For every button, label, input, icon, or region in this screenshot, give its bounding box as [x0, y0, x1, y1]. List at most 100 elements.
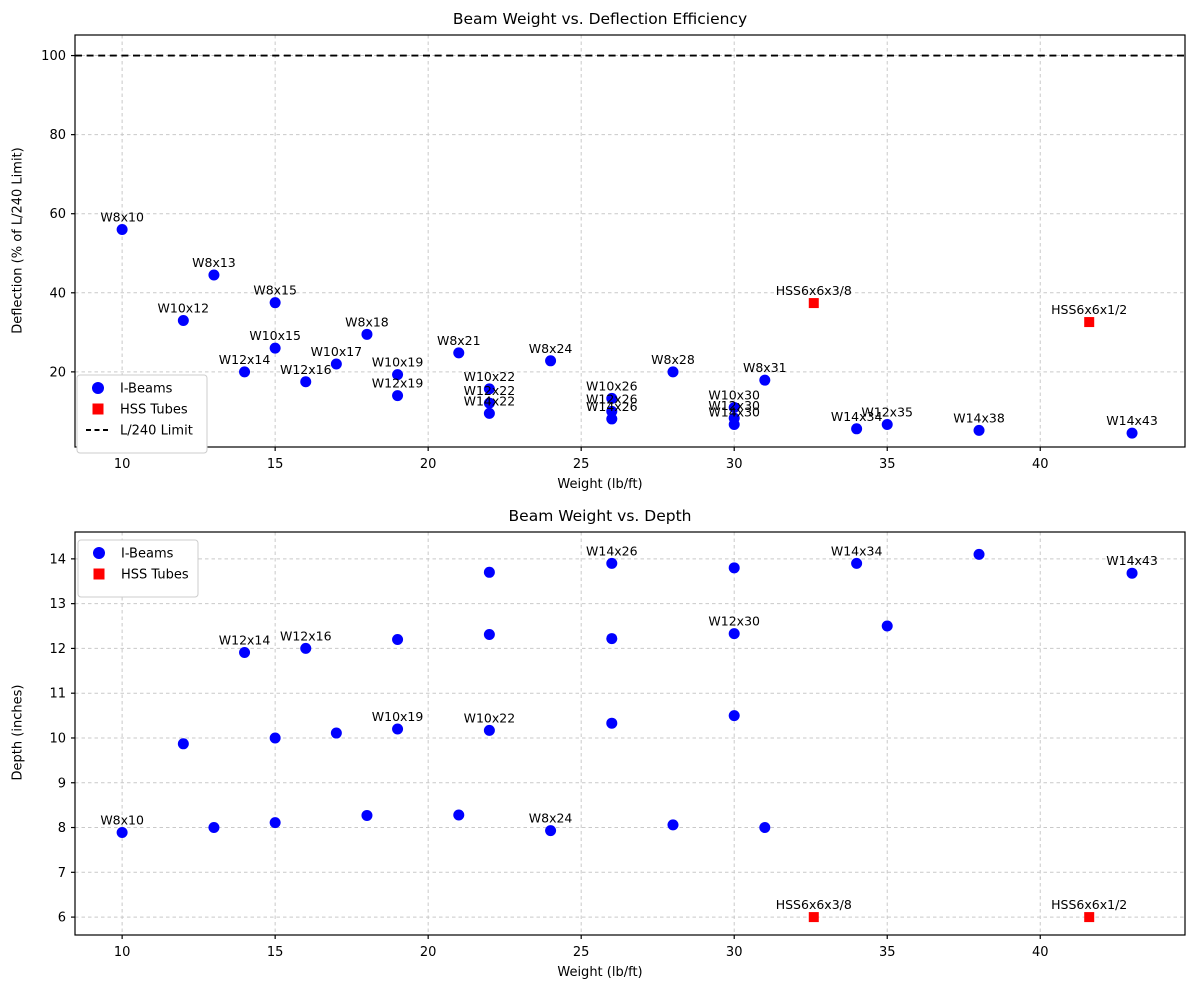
point-label-W8x24: W8x24 [529, 811, 573, 826]
data-point-W14x34 [851, 423, 863, 435]
point-label-W8x24: W8x24 [529, 341, 573, 356]
data-point-W14x26 [606, 557, 618, 569]
data-point-W12x35 [881, 620, 893, 632]
data-point-W8x18 [361, 809, 373, 821]
data-point-W12x16 [300, 642, 312, 654]
data-point-W8x10 [116, 224, 128, 236]
bottom-x-axis-label: Weight (lb/ft) [557, 965, 643, 980]
data-point-W8x28 [667, 366, 679, 378]
point-label-W10x19: W10x19 [372, 709, 424, 724]
data-point-W12x16 [300, 376, 312, 388]
legend-circle-marker-icon [93, 547, 105, 559]
y-tick-label: 7 [58, 866, 66, 881]
legend-label-HSS Tubes: HSS Tubes [121, 568, 189, 583]
data-point-W10x17 [330, 727, 342, 739]
x-tick-label: 30 [726, 457, 743, 472]
data-point-W14x26 [606, 413, 618, 425]
y-tick-label: 6 [58, 911, 66, 926]
legend-label-L/240 Limit: L/240 Limit [120, 424, 193, 439]
data-point-W8x31 [759, 822, 771, 834]
data-point-W12x35 [881, 418, 893, 430]
top-x-axis-label: Weight (lb/ft) [557, 477, 643, 492]
legend-square-marker-icon [92, 403, 104, 415]
point-label-W12x22: W12x22 [464, 383, 516, 398]
y-tick-label: 10 [49, 731, 66, 746]
plot-border [74, 531, 1186, 936]
legend-box [76, 374, 208, 454]
point-label-W8x31: W8x31 [743, 360, 787, 375]
point-label-W10x22: W10x22 [464, 369, 516, 384]
top-chart-title: Beam Weight vs. Deflection Efficiency [452, 10, 748, 28]
x-tick-label: 25 [573, 945, 590, 960]
data-point-W8x15 [269, 817, 281, 829]
data-point-W14x30 [728, 562, 740, 574]
data-point-W14x38 [973, 424, 985, 436]
data-point-W8x21 [453, 347, 465, 359]
point-label-W10x17: W10x17 [311, 344, 363, 359]
x-tick-label: 35 [879, 457, 896, 472]
data-point-W12x14 [239, 646, 251, 658]
data-point-W10x12 [177, 738, 189, 750]
y-tick-label: 60 [49, 207, 66, 222]
data-point-HSS6x6x1/2 [1084, 912, 1095, 923]
data-point-W8x21 [453, 809, 465, 821]
data-point-W14x43 [1126, 567, 1138, 579]
point-label-W14x43: W14x43 [1106, 413, 1158, 428]
data-point-HSS6x6x3/8 [808, 912, 819, 923]
data-point-W8x18 [361, 328, 373, 340]
data-point-W14x38 [973, 548, 985, 560]
data-point-W10x15 [269, 732, 281, 744]
data-point-W12x19 [392, 390, 404, 402]
point-label-W10x22: W10x22 [464, 710, 516, 725]
point-label-W10x30: W10x30 [708, 387, 760, 402]
x-tick-label: 25 [573, 457, 590, 472]
data-point-W8x28 [667, 819, 679, 831]
x-tick-label: 15 [267, 457, 284, 472]
point-label-W10x12: W10x12 [158, 300, 210, 315]
data-point-W8x31 [759, 374, 771, 386]
data-point-W10x26 [606, 717, 618, 729]
legend-label-I-Beams: I-Beams [120, 382, 173, 397]
legend-circle-marker-icon [92, 382, 104, 394]
point-label-W8x28: W8x28 [651, 352, 695, 367]
point-label-W10x19: W10x19 [372, 355, 424, 370]
point-label-HSS6x6x3/8: HSS6x6x3/8 [776, 897, 852, 912]
y-tick-label: 13 [49, 597, 66, 612]
data-point-W10x19 [392, 369, 404, 381]
data-point-W10x30 [728, 401, 740, 413]
point-label-W12x14: W12x14 [219, 632, 271, 647]
point-label-W8x21: W8x21 [437, 333, 481, 348]
y-tick-label: 8 [58, 821, 66, 836]
data-point-W8x15 [269, 297, 281, 309]
y-tick-label: 12 [49, 642, 66, 657]
y-tick-label: 20 [49, 365, 66, 380]
point-label-W14x26: W14x26 [586, 399, 638, 414]
data-point-W8x13 [208, 822, 220, 834]
data-point-W12x22 [483, 397, 495, 409]
data-point-W8x10 [116, 826, 128, 838]
y-tick-label: 40 [49, 286, 66, 301]
point-label-W8x18: W8x18 [345, 314, 389, 329]
x-tick-label: 15 [267, 945, 284, 960]
point-label-W8x13: W8x13 [192, 255, 236, 270]
data-point-W10x17 [330, 358, 342, 370]
bottom-chart-title: Beam Weight vs. Depth [508, 507, 692, 525]
data-point-W10x22 [483, 724, 495, 736]
point-label-W8x10: W8x10 [100, 210, 144, 225]
data-point-W14x43 [1126, 427, 1138, 439]
point-label-W8x10: W8x10 [100, 812, 144, 827]
data-point-W14x22 [483, 566, 495, 578]
point-label-W8x15: W8x15 [253, 283, 297, 298]
point-label-W10x15: W10x15 [249, 328, 301, 343]
data-point-HSS6x6x3/8 [808, 298, 819, 309]
x-tick-label: 30 [726, 945, 743, 960]
x-tick-label: 40 [1032, 457, 1049, 472]
data-point-W12x26 [606, 633, 618, 645]
data-point-W12x22 [483, 629, 495, 641]
data-point-W10x19 [392, 723, 404, 735]
data-point-W10x22 [483, 383, 495, 395]
legend-square-marker-icon [93, 568, 105, 580]
point-label-HSS6x6x1/2: HSS6x6x1/2 [1051, 302, 1127, 317]
point-label-W12x35: W12x35 [861, 404, 913, 419]
